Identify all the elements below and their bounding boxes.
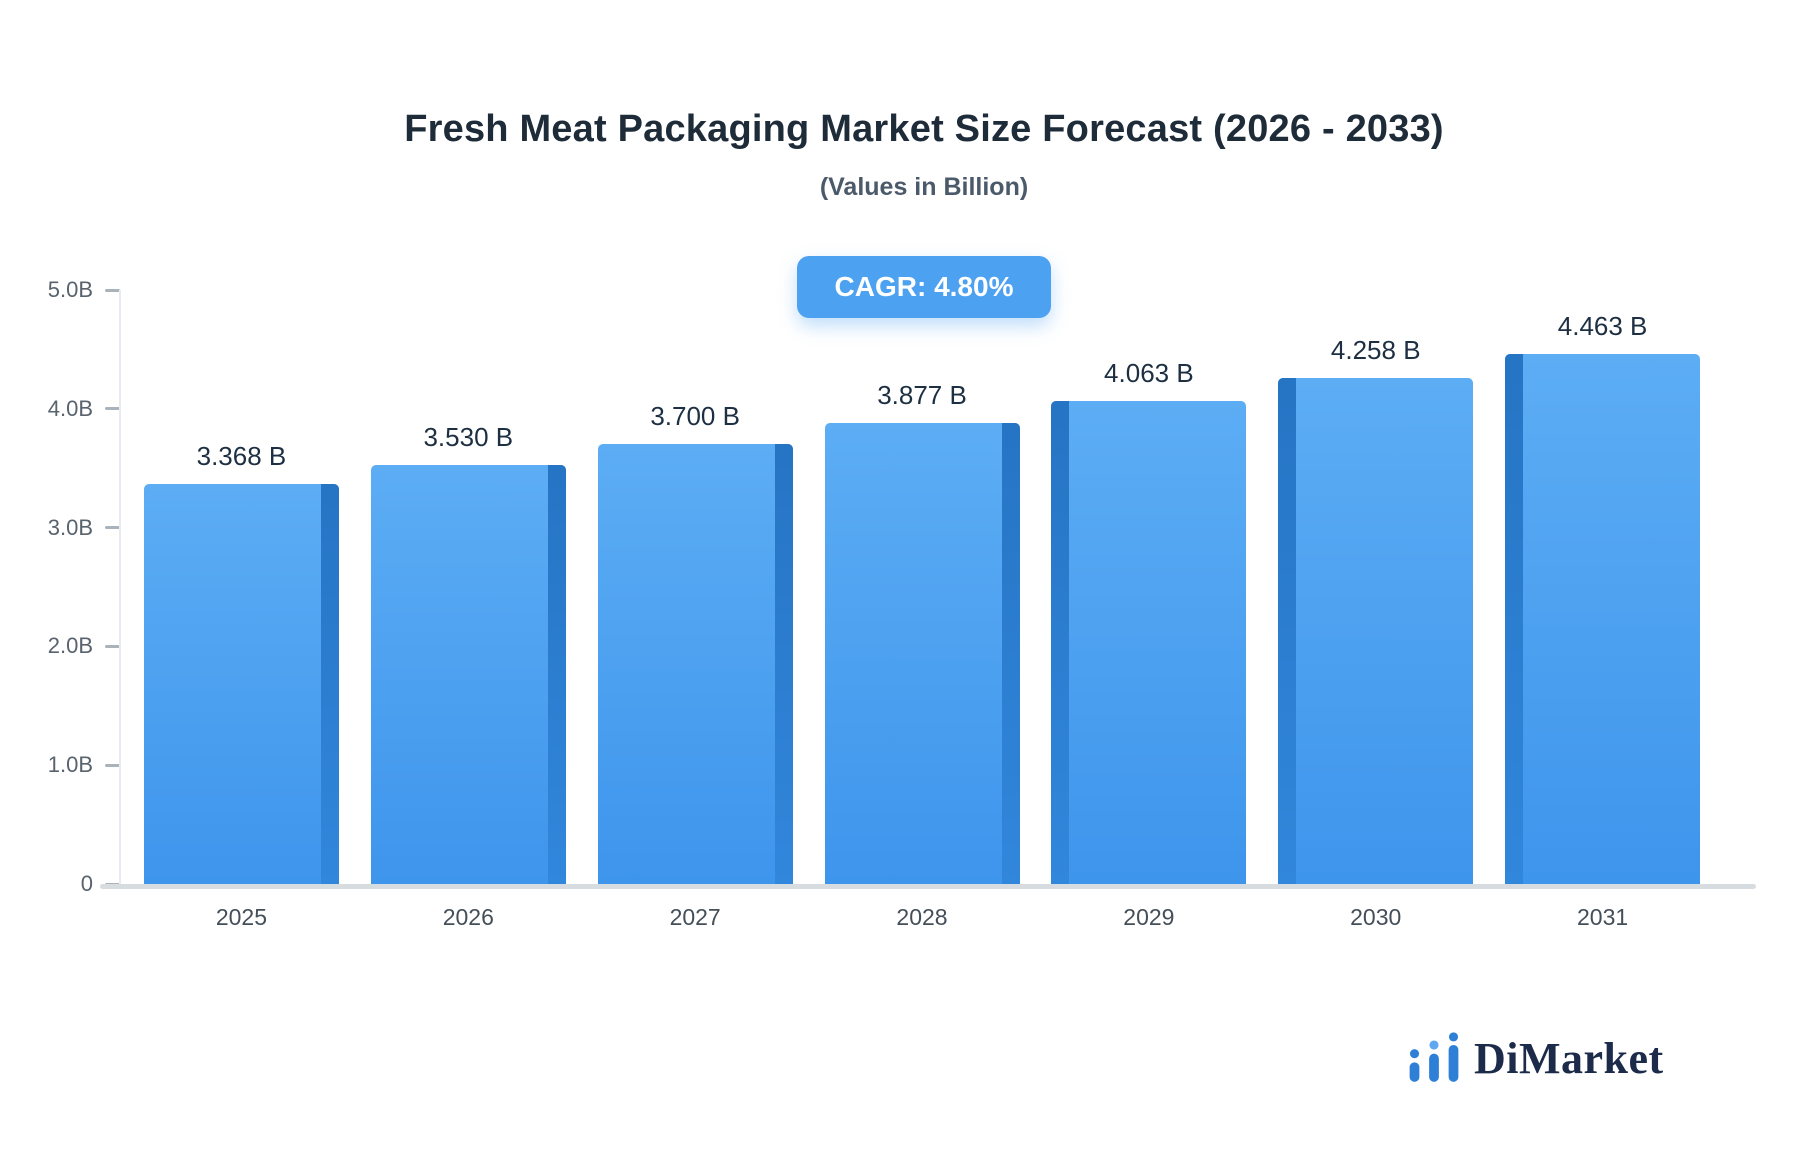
bar-group: 4.258 B bbox=[1262, 335, 1489, 884]
chart-header: Fresh Meat Packaging Market Size Forecas… bbox=[48, 108, 1800, 202]
bar-side-shade bbox=[1001, 423, 1020, 884]
x-axis-line bbox=[100, 884, 1756, 889]
dimarket-logo-text: DiMarket bbox=[1474, 1033, 1664, 1083]
bar-side-shade bbox=[774, 444, 793, 884]
dimarket-logo: DiMarket bbox=[1408, 1032, 1664, 1084]
bar-value-label: 3.877 B bbox=[877, 380, 967, 411]
bar-side-shade bbox=[547, 464, 566, 884]
y-tick-dash bbox=[105, 407, 120, 411]
y-tick: 1.0B bbox=[48, 752, 120, 778]
dimarket-logo-icon bbox=[1409, 1032, 1459, 1082]
y-axis-line bbox=[119, 290, 121, 886]
bar bbox=[143, 483, 339, 884]
x-tick-label: 2029 bbox=[1123, 904, 1175, 930]
bar bbox=[1278, 378, 1474, 884]
plot-area: 3.368 B 3.530 B 3.700 B 3.877 B 4.063 B 4.258… bbox=[128, 290, 1716, 884]
bar-group: 4.063 B bbox=[1035, 358, 1262, 884]
y-tick-label: 2.0B bbox=[47, 633, 93, 659]
y-tick-dash bbox=[105, 526, 120, 530]
y-tick: 4.0B bbox=[48, 396, 120, 422]
y-tick-label: 0 bbox=[80, 871, 93, 896]
bar-value-label: 4.258 B bbox=[1330, 335, 1421, 366]
bar-side-shade bbox=[1278, 378, 1297, 884]
chart-subtitle: (Values in Billion) bbox=[819, 173, 1029, 201]
bar-group: 3.530 B bbox=[355, 422, 582, 884]
x-tick-label: 2025 bbox=[215, 904, 268, 930]
bar-side-shade bbox=[320, 483, 339, 884]
bar-group: 3.700 B bbox=[582, 401, 809, 884]
bar-group: 4.463 B bbox=[1489, 311, 1716, 884]
y-tick: 2.0B bbox=[48, 633, 120, 659]
cagr-badge-row: CAGR: 4.80% bbox=[48, 256, 1800, 318]
bar bbox=[1505, 353, 1701, 884]
bar bbox=[370, 464, 566, 884]
y-tick-dash bbox=[105, 763, 120, 767]
bar-value-label: 4.063 B bbox=[1104, 358, 1194, 389]
bar-group: 3.877 B bbox=[809, 380, 1036, 884]
y-tick-dash bbox=[105, 644, 120, 648]
y-tick-label: 3.0B bbox=[47, 514, 93, 540]
x-tick-label: 2026 bbox=[442, 904, 494, 930]
bar-group: 3.368 B bbox=[128, 441, 355, 884]
y-tick-label: 4.0B bbox=[47, 395, 93, 421]
bars: 3.368 B 3.530 B 3.700 B 3.877 B 4.063 B 4.258… bbox=[128, 290, 1716, 884]
bar bbox=[597, 444, 793, 884]
x-tick-label: 2030 bbox=[1350, 904, 1402, 930]
cagr-badge: CAGR: 4.80% bbox=[796, 256, 1052, 318]
y-tick-label: 1.0B bbox=[47, 752, 93, 778]
y-axis: 5.0B 4.0B 3.0B 2.0B 1.0B 0 bbox=[0, 277, 120, 896]
bar-value-label: 3.530 B bbox=[423, 421, 514, 452]
x-tick-label: 2028 bbox=[896, 904, 948, 930]
y-tick: 3.0B bbox=[48, 515, 120, 541]
bar-value-label: 4.463 B bbox=[1557, 310, 1648, 341]
x-tick-label: 2027 bbox=[669, 904, 721, 930]
x-tick-label: 2031 bbox=[1577, 904, 1629, 930]
bar-value-label: 3.700 B bbox=[650, 401, 740, 432]
y-tick-label: 5.0B bbox=[47, 277, 93, 302]
chart-title: Fresh Meat Packaging Market Size Forecas… bbox=[404, 108, 1444, 150]
bar-side-shade bbox=[1505, 353, 1524, 884]
bar bbox=[824, 423, 1020, 884]
x-axis: 2025 2026 2027 2028 2029 2030 2031 bbox=[128, 904, 1716, 931]
bar bbox=[1051, 401, 1247, 884]
y-tick: 5.0B bbox=[48, 277, 120, 303]
bar-value-label: 3.368 B bbox=[196, 440, 287, 471]
y-tick-dash bbox=[105, 288, 120, 292]
bar-side-shade bbox=[1051, 401, 1070, 884]
